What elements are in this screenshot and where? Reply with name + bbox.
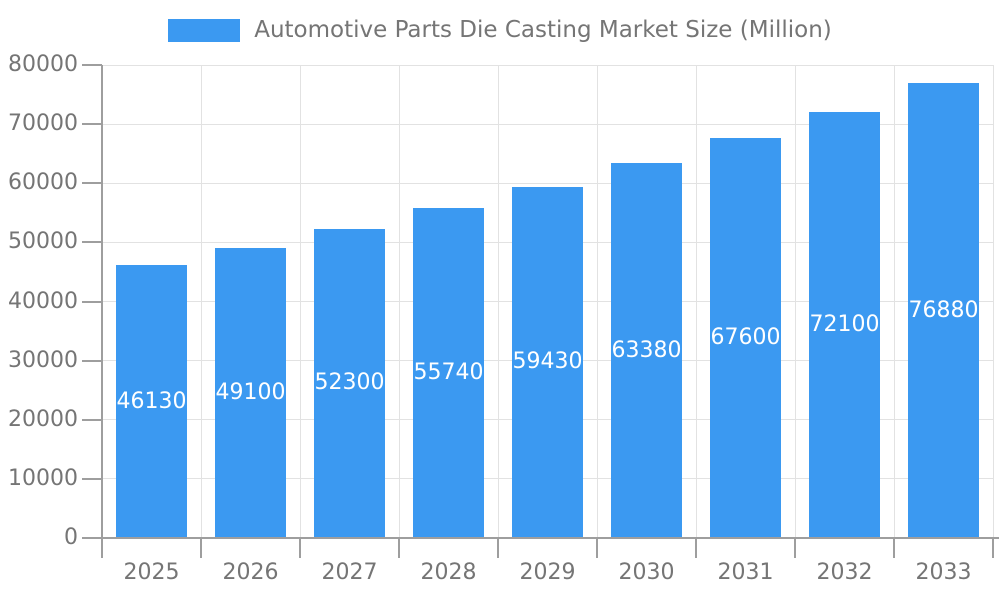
x-tick [299,538,301,558]
x-tick [992,538,994,558]
y-axis-line [101,65,103,538]
y-tick [82,300,102,303]
bar-value-label: 55740 [413,360,484,386]
y-tick-label: 30000 [8,347,78,373]
y-tick-label: 0 [64,525,78,550]
bar-value-label: 76880 [908,297,979,323]
bar-value-label: 63380 [611,337,682,363]
x-gridline [200,65,202,538]
x-tick [794,538,796,558]
x-tick-label: 2029 [519,560,576,585]
x-tick-label: 2031 [717,560,774,585]
x-gridline [794,65,796,538]
legend-label: Automotive Parts Die Casting Market Size… [254,17,832,43]
x-tick-label: 2025 [123,560,180,585]
x-gridline [497,65,499,538]
x-gridline [893,65,895,538]
x-tick [596,538,598,558]
y-tick [82,359,102,362]
x-tick-label: 2033 [915,560,972,585]
y-tick-label: 80000 [8,52,78,77]
y-tick [82,64,102,66]
y-tick-label: 60000 [8,170,78,196]
bar-2027 [314,228,385,538]
chart-legend[interactable]: Automotive Parts Die Casting Market Size… [0,17,1000,43]
x-gridline [992,65,994,538]
y-tick [82,241,102,244]
x-tick [497,538,499,558]
bar-2025 [116,265,187,538]
bar-2030 [611,163,682,538]
bar-2033 [908,83,979,538]
x-tick [101,538,103,558]
y-tick [82,418,102,421]
bar-value-label: 72100 [809,311,880,337]
legend-swatch-icon [168,18,241,42]
x-axis-line [102,537,999,539]
y-tick [82,123,102,126]
bar-2032 [809,111,880,538]
bar-2029 [512,186,583,538]
y-tick [82,477,102,480]
y-gridline [102,182,993,184]
y-tick [82,537,102,539]
x-tick [200,538,202,558]
bar-2026 [215,247,286,538]
y-tick-label: 20000 [8,406,78,432]
y-tick-label: 70000 [8,111,78,137]
x-gridline [596,65,598,538]
bar-value-label: 49100 [215,379,286,405]
x-tick [398,538,400,558]
bar-2031 [710,138,781,538]
y-gridline [102,64,993,66]
bar-value-label: 67600 [710,325,781,351]
bar-value-label: 46130 [116,388,187,414]
bar-2028 [413,208,484,538]
x-tick-label: 2032 [816,560,873,585]
y-tick-label: 40000 [8,288,78,314]
x-tick [695,538,697,558]
x-tick-label: 2028 [420,560,477,585]
y-gridline [102,123,993,125]
x-gridline [695,65,697,538]
y-tick [82,182,102,185]
x-tick [893,538,895,558]
bar-value-label: 59430 [512,349,583,375]
y-tick-label: 50000 [8,229,78,255]
x-gridline [299,65,301,538]
bar-value-label: 52300 [314,370,385,396]
y-tick-label: 10000 [8,465,78,491]
x-tick-label: 2026 [222,560,279,585]
x-tick-label: 2030 [618,560,675,585]
x-gridline [398,65,400,538]
x-tick-label: 2027 [321,560,378,585]
